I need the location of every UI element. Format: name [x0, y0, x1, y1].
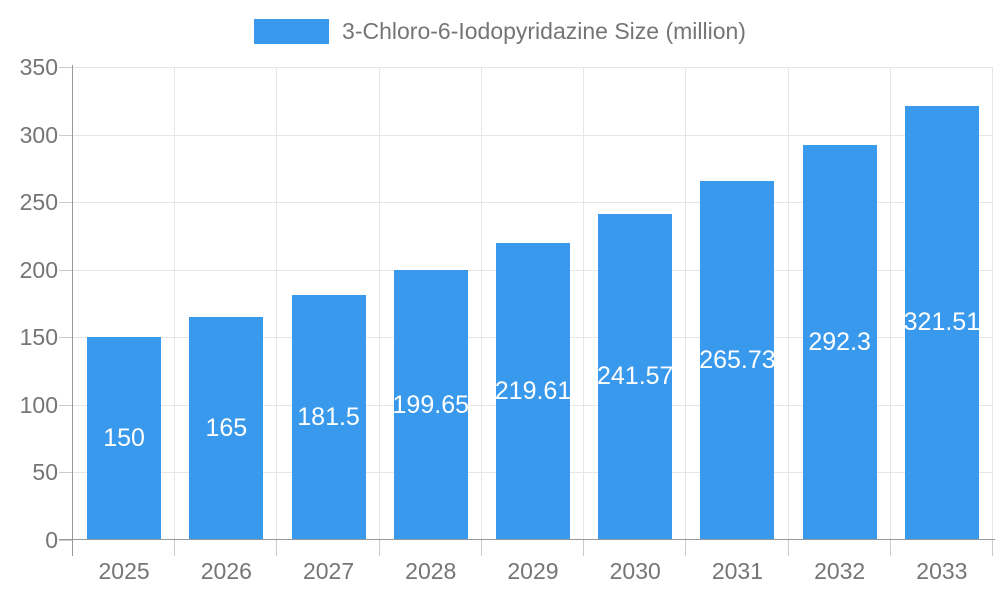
- y-tick: [59, 134, 73, 136]
- x-axis-label: 2029: [507, 558, 559, 584]
- y-gridline: [73, 202, 993, 204]
- bar-value-label: 150: [103, 424, 145, 453]
- y-gridline: [73, 67, 993, 68]
- y-tick: [59, 269, 73, 271]
- y-axis-line: [71, 65, 73, 556]
- x-axis-label: 2032: [814, 558, 866, 584]
- bar-value-label: 165: [205, 413, 248, 442]
- legend-label[interactable]: 3-Chloro-6-Iodopyridazine Size (million): [342, 18, 746, 44]
- x-tick: [889, 540, 891, 556]
- y-tick: [59, 472, 73, 474]
- x-tick: [583, 540, 585, 556]
- bar[interactable]: 265.73: [699, 180, 776, 540]
- x-gridline: [787, 67, 789, 540]
- x-gridline: [378, 67, 380, 540]
- x-tick: [174, 540, 176, 556]
- bar-value-label: 321.51: [903, 308, 981, 337]
- x-axis-label: 2033: [916, 558, 968, 584]
- legend[interactable]: 3-Chloro-6-Iodopyridazine Size (million): [0, 19, 1000, 44]
- x-axis-label: 2027: [302, 558, 355, 584]
- y-axis-label: 100: [19, 391, 58, 418]
- x-axis-label: 2031: [711, 558, 764, 584]
- plot-area: 150 165 181.5 199.65 219.61 241.57 265.73 292.3…: [73, 67, 993, 540]
- y-gridline: [73, 134, 993, 136]
- legend-swatch[interactable]: [254, 19, 330, 44]
- y-tick: [59, 202, 73, 204]
- bar-value-label: 241.57: [596, 362, 674, 391]
- bar[interactable]: 199.65: [392, 270, 469, 540]
- bar[interactable]: 241.57: [596, 213, 674, 540]
- y-axis-label: 0: [45, 527, 58, 553]
- x-axis-label: 2025: [98, 558, 150, 584]
- x-axis-label: 2030: [609, 558, 661, 584]
- x-gridline: [685, 67, 687, 540]
- y-tick: [59, 337, 73, 339]
- bar[interactable]: 292.3: [802, 144, 877, 540]
- x-gridline: [174, 67, 176, 540]
- y-axis-label: 300: [19, 121, 58, 148]
- y-axis-label: 150: [19, 324, 58, 351]
- x-gridline: [992, 67, 993, 540]
- x-axis-label: 2026: [200, 558, 252, 584]
- y-tick: [59, 67, 73, 68]
- x-tick: [276, 540, 278, 556]
- bar[interactable]: 150: [87, 337, 162, 540]
- bar[interactable]: 181.5: [291, 294, 366, 540]
- bar-value-label: 181.5: [297, 402, 360, 431]
- x-tick: [480, 540, 482, 556]
- x-gridline: [480, 67, 482, 540]
- y-axis-label: 350: [19, 54, 58, 80]
- y-tick: [59, 404, 73, 406]
- y-axis-label: 50: [32, 459, 58, 486]
- y-axis-label: 250: [19, 189, 58, 216]
- x-axis-label: 2028: [405, 558, 457, 584]
- x-tick: [992, 540, 993, 556]
- x-gridline: [583, 67, 585, 540]
- x-gridline: [889, 67, 891, 540]
- bar-value-label: 265.73: [699, 345, 776, 374]
- bar[interactable]: 165: [189, 317, 264, 540]
- x-tick: [378, 540, 380, 556]
- bar[interactable]: 219.61: [494, 243, 572, 540]
- x-tick: [685, 540, 687, 556]
- x-gridline: [276, 67, 278, 540]
- bar-value-label: 199.65: [392, 390, 469, 419]
- bar-value-label: 292.3: [808, 327, 871, 356]
- x-tick: [787, 540, 789, 556]
- bar[interactable]: 321.51: [903, 105, 981, 540]
- y-tick: [59, 540, 73, 541]
- bar-value-label: 219.61: [494, 377, 572, 406]
- y-axis-label: 200: [19, 256, 58, 283]
- x-axis-line: [59, 538, 995, 540]
